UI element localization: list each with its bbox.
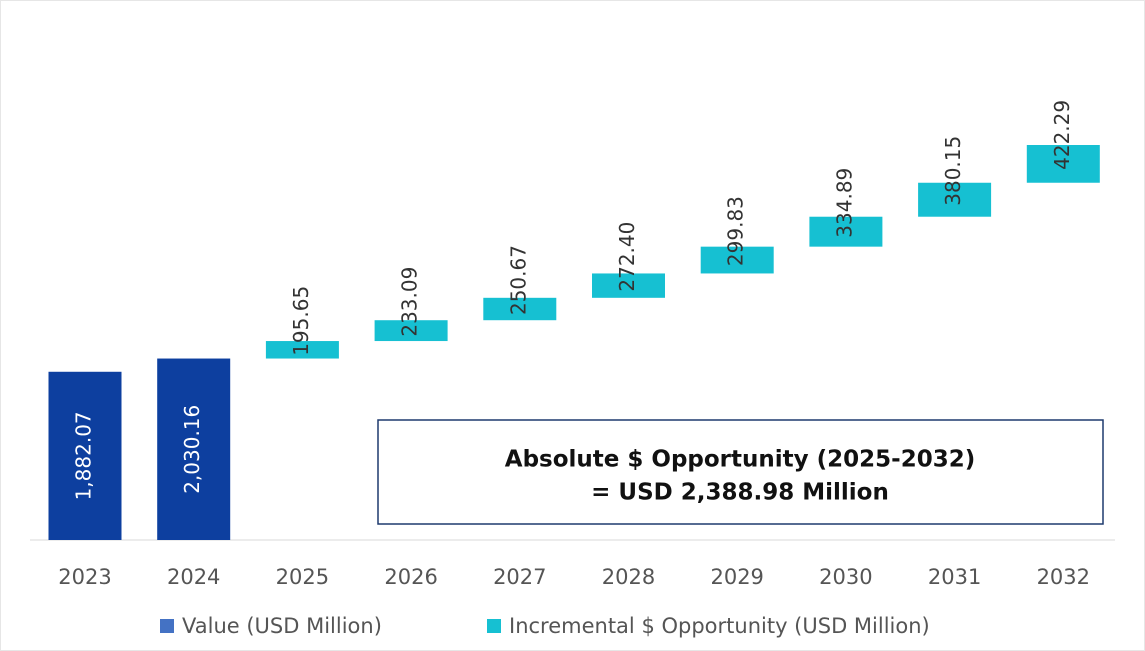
data-label: 2,030.16 [180, 405, 204, 494]
data-label: 272.40 [615, 222, 639, 292]
increment-bar [374, 320, 448, 342]
increment-bar [1026, 145, 1100, 183]
x-tick-label: 2031 [928, 565, 981, 589]
x-tick-label: 2029 [710, 565, 763, 589]
data-label: 195.65 [289, 286, 313, 356]
data-label: 334.89 [832, 168, 856, 238]
value-bar [157, 358, 231, 540]
x-tick-label: 2027 [493, 565, 546, 589]
x-tick-label: 2025 [276, 565, 329, 589]
increment-bar [483, 297, 557, 321]
increment-bar [265, 341, 339, 359]
increment-bar [918, 182, 992, 217]
x-tick-label: 2028 [602, 565, 655, 589]
data-label: 1,882.07 [72, 411, 96, 500]
x-tick-label: 2023 [58, 565, 111, 589]
data-label: 380.15 [941, 136, 965, 206]
increment-bar [809, 216, 883, 247]
annotation-line: Absolute $ Opportunity (2025-2032) [505, 447, 975, 473]
increment-bar [592, 273, 665, 298]
data-label: 422.29 [1050, 100, 1074, 170]
x-tick-label: 2024 [167, 565, 220, 589]
annotation-box [377, 419, 1104, 525]
data-label: 250.67 [506, 245, 530, 315]
annotation-line: = USD 2,388.98 Million [591, 480, 889, 506]
x-tick-label: 2026 [384, 565, 437, 589]
x-tick-label: 2030 [819, 565, 872, 589]
data-label: 299.83 [724, 196, 748, 266]
increment-bar [700, 246, 774, 274]
data-label: 233.09 [398, 267, 422, 337]
legend-label: Incremental $ Opportunity (USD Million) [509, 614, 930, 638]
legend-label: Value (USD Million) [182, 614, 382, 638]
legend-swatch [487, 619, 501, 633]
legend-swatch [160, 619, 174, 633]
x-tick-label: 2032 [1037, 565, 1090, 589]
value-bar [48, 371, 122, 540]
